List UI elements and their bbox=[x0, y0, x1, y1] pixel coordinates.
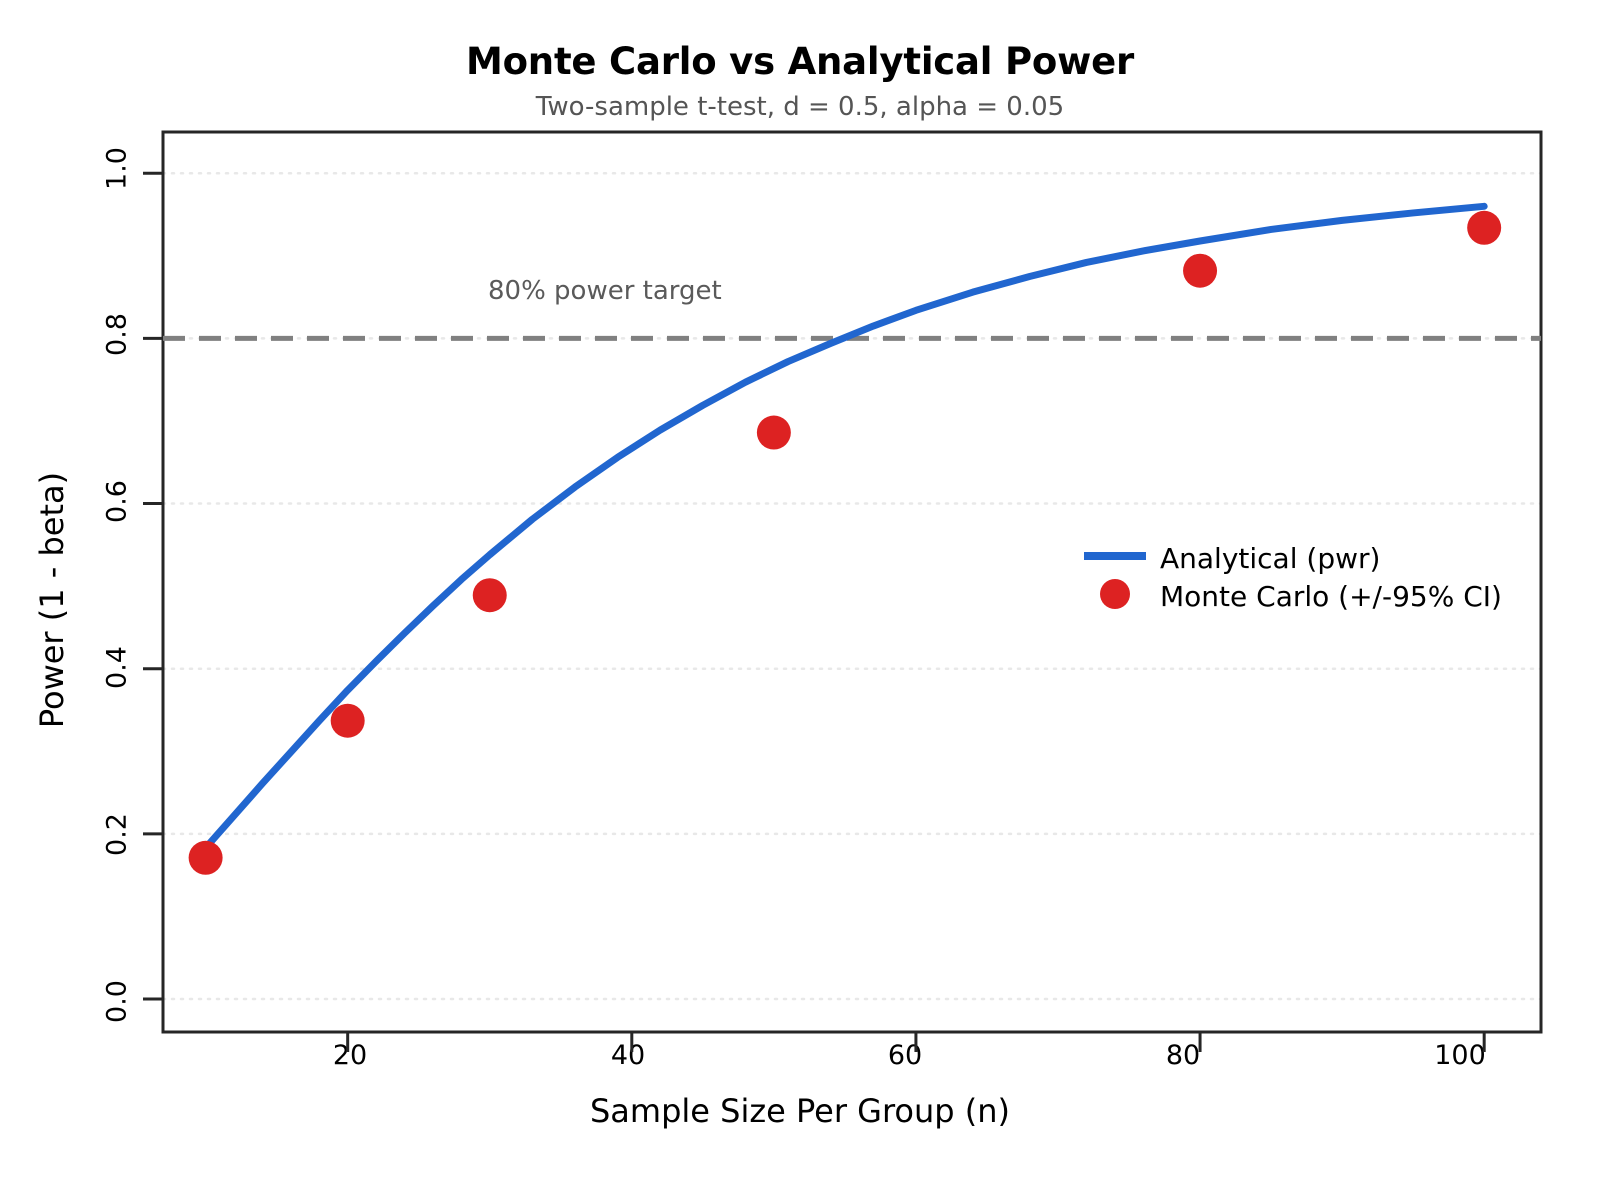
chart-title: Monte Carlo vs Analytical Power bbox=[465, 40, 1135, 83]
x-tick-label-3: 80 bbox=[1165, 1040, 1201, 1071]
legend-marker-dot bbox=[1100, 579, 1130, 609]
analytical-power-curve bbox=[202, 202, 1488, 852]
analytical-line-path bbox=[202, 202, 1488, 852]
x-tick-label-4: 100 bbox=[1434, 1040, 1486, 1071]
legend-markers bbox=[1084, 552, 1146, 609]
data-point-4 bbox=[1183, 253, 1218, 288]
x-axis-label: Sample Size Per Group (n) bbox=[589, 1092, 1011, 1130]
x-tick-label-0: 20 bbox=[332, 1040, 368, 1071]
monte-carlo-points bbox=[188, 210, 1502, 875]
data-point-0 bbox=[188, 840, 223, 875]
data-point-3 bbox=[756, 415, 791, 450]
chart-subtitle: Two-sample t-test, d = 0.5, alpha = 0.05 bbox=[535, 92, 1065, 122]
power-target-annotation: 80% power target bbox=[488, 276, 722, 306]
x-tick-label-1: 40 bbox=[610, 1040, 646, 1071]
plot-frame bbox=[161, 130, 1543, 1034]
legend-label-analytical: Analytical (pwr) bbox=[1160, 542, 1381, 575]
gridlines bbox=[161, 172, 1543, 1001]
data-point-5 bbox=[1467, 210, 1502, 245]
axis-ticks bbox=[143, 171, 1486, 1052]
legend-label-monte-carlo: Monte Carlo (+/-95% CI) bbox=[1160, 580, 1502, 613]
data-point-1 bbox=[330, 703, 365, 738]
data-point-2 bbox=[472, 578, 507, 613]
